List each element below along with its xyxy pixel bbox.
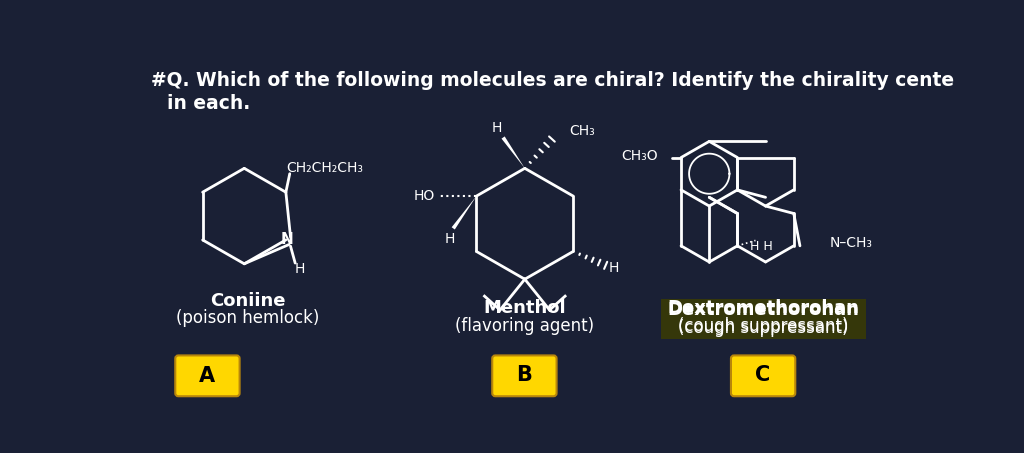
Text: N–CH₃: N–CH₃ (829, 236, 872, 250)
Text: CH₃O: CH₃O (622, 149, 657, 163)
Polygon shape (502, 136, 524, 169)
Text: H: H (295, 262, 305, 276)
Text: HO: HO (413, 189, 434, 203)
FancyBboxPatch shape (493, 356, 557, 396)
Text: CH₂CH₂CH₃: CH₂CH₂CH₃ (286, 160, 364, 174)
FancyBboxPatch shape (175, 356, 240, 396)
Text: N: N (281, 232, 294, 247)
Text: (flavoring agent): (flavoring agent) (456, 317, 594, 335)
Text: Dextromethorohan: Dextromethorohan (668, 299, 859, 318)
Text: H: H (445, 232, 456, 246)
Text: Dextromethorohan: Dextromethorohan (668, 301, 859, 319)
Text: H H: H H (751, 240, 773, 253)
Text: C: C (755, 366, 770, 386)
Text: in each.: in each. (167, 94, 250, 113)
Text: H: H (608, 261, 618, 275)
Text: Menthol: Menthol (483, 299, 566, 318)
Text: (cough suppressant): (cough suppressant) (678, 317, 849, 335)
Text: #Q. Which of the following molecules are chiral? Identify the chirality cente: #Q. Which of the following molecules are… (152, 71, 954, 90)
FancyBboxPatch shape (662, 299, 866, 339)
Text: B: B (516, 366, 531, 386)
Text: CH₃: CH₃ (569, 125, 595, 138)
Text: (cough suppressant): (cough suppressant) (678, 319, 849, 337)
Text: Coniine: Coniine (210, 292, 286, 310)
Text: (poison hemlock): (poison hemlock) (176, 308, 319, 327)
Text: A: A (200, 366, 215, 386)
Polygon shape (452, 196, 476, 230)
FancyBboxPatch shape (731, 356, 796, 396)
Text: H: H (492, 121, 502, 135)
